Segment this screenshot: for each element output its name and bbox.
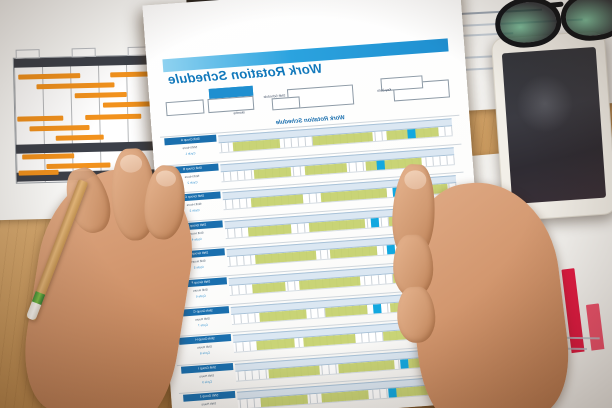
row-cycle-label: Cycle 1 xyxy=(185,151,196,156)
work-block xyxy=(260,394,309,408)
gantt-bar xyxy=(17,115,64,122)
right-ring-finger xyxy=(395,285,437,344)
highlight-cell xyxy=(371,217,380,228)
work-block xyxy=(248,224,292,237)
highlight-cell xyxy=(388,388,397,398)
form-box-5[interactable] xyxy=(207,95,255,114)
gantt-bar xyxy=(74,92,127,99)
gantt-bar xyxy=(55,134,104,141)
gantt-bar xyxy=(18,169,59,176)
row-cycle-label: Cycle 7 xyxy=(197,322,209,327)
work-block xyxy=(252,281,286,294)
glasses-left-lens xyxy=(492,0,564,51)
work-block xyxy=(329,246,378,259)
screen-reflection xyxy=(514,72,575,135)
form-box-4[interactable] xyxy=(271,96,301,111)
work-block xyxy=(232,138,281,152)
work-block xyxy=(256,338,295,351)
row-cycle-label: Cycle 9 xyxy=(202,379,213,385)
work-block xyxy=(253,166,292,179)
highlight-cell xyxy=(400,358,409,369)
highlight-cell xyxy=(406,129,416,139)
gantt-bar xyxy=(36,82,115,90)
row-cycle-label: Cycle 8 xyxy=(199,350,211,356)
form-label-months: Months xyxy=(233,110,245,116)
work-block xyxy=(259,309,307,322)
highlight-cell xyxy=(372,303,382,314)
gantt-bar xyxy=(18,73,81,80)
work-block xyxy=(321,390,369,403)
right-index-nail xyxy=(403,169,427,190)
phone-screen[interactable] xyxy=(501,46,607,205)
form-box-6[interactable] xyxy=(165,99,205,117)
work-block xyxy=(304,162,348,175)
chart-bar xyxy=(585,303,605,351)
left-index-nail xyxy=(119,154,143,174)
glasses-bridge xyxy=(547,1,564,9)
gantt-bar xyxy=(22,153,75,160)
form-label-key-data: Key Data xyxy=(377,87,392,93)
left-middle-nail xyxy=(155,169,177,188)
work-block xyxy=(324,304,368,317)
highlight-cell xyxy=(376,159,385,170)
gantt-bar xyxy=(85,113,142,121)
gantt-bar xyxy=(29,124,90,132)
glasses-right-lens xyxy=(558,0,612,44)
